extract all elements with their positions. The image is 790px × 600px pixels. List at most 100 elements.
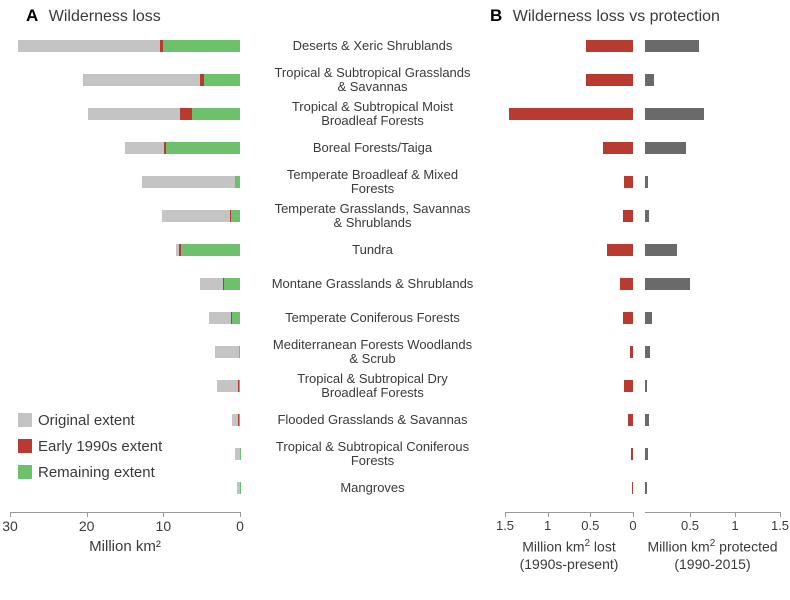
bar-protected	[645, 346, 650, 358]
bar-protected	[645, 74, 654, 86]
xaxis-tick	[735, 512, 736, 517]
xaxis-tick	[10, 512, 11, 517]
legend-swatch	[18, 413, 32, 427]
biome-label: Tropical & Subtropical MoistBroadleaf Fo…	[250, 100, 495, 128]
panel-a-title: A Wilderness loss	[26, 6, 161, 26]
bar-protected	[645, 414, 649, 426]
panel-a-row	[10, 380, 240, 392]
panel-b-left-xaxis-title: Million km2 lost	[497, 538, 641, 555]
xaxis-tick-label: 0.5	[581, 518, 599, 533]
bar-protected	[645, 176, 648, 188]
panel-a-xaxis: Million km² 3020100	[10, 512, 240, 562]
legend-item: Early 1990s extent	[18, 434, 162, 460]
bar-original	[217, 380, 240, 392]
legend-label: Original extent	[38, 412, 135, 429]
biome-label: Montane Grasslands & Shrublands	[250, 277, 495, 291]
bar-remaining	[231, 210, 240, 222]
bar-remaining	[204, 74, 240, 86]
bar-lost	[623, 312, 633, 324]
panel-a-xaxis-title: Million km²	[10, 538, 240, 555]
xaxis-tick	[780, 512, 781, 517]
bar-lost	[624, 380, 633, 392]
xaxis-tick	[633, 512, 634, 517]
biome-label: Temperate Grasslands, Savannas& Shrublan…	[250, 202, 495, 230]
panel-a-row	[10, 108, 240, 120]
legend-item: Original extent	[18, 408, 162, 434]
axis-line	[10, 512, 240, 513]
xaxis-tick	[87, 512, 88, 517]
bar-remaining	[239, 346, 240, 358]
xaxis-tick	[548, 512, 549, 517]
bar-protected	[645, 448, 648, 460]
bar-remaining	[224, 278, 240, 290]
bar-lost	[631, 448, 633, 460]
panel-a-row	[10, 346, 240, 358]
biome-label: Temperate Coniferous Forests	[250, 311, 495, 325]
bar-remaining	[239, 414, 240, 426]
legend-swatch	[18, 439, 32, 453]
bar-lost	[603, 142, 633, 154]
axis-line	[645, 512, 780, 513]
bar-protected	[645, 244, 677, 256]
biome-label: Boreal Forests/Taiga	[250, 141, 495, 155]
xaxis-tick-label: 0	[236, 518, 244, 534]
bar-remaining	[192, 108, 240, 120]
xaxis-tick	[163, 512, 164, 517]
xaxis-tick-label: 1.5	[496, 518, 514, 533]
bar-lost	[632, 482, 633, 494]
biome-label: Mediterranean Forests Woodlands& Scrub	[250, 338, 495, 366]
panel-b-plot	[505, 32, 780, 510]
legend-item: Remaining extent	[18, 460, 162, 486]
panel-a-row	[10, 176, 240, 188]
legend-label: Early 1990s extent	[38, 438, 162, 455]
panel-a-row	[10, 142, 240, 154]
bar-remaining	[181, 244, 240, 256]
xaxis-tick	[590, 512, 591, 517]
bar-lost	[509, 108, 633, 120]
panel-b-letter: B	[490, 6, 502, 25]
bar-lost	[586, 74, 633, 86]
xaxis-tick-label: 0.5	[681, 518, 699, 533]
xaxis-tick-label: 20	[79, 518, 95, 534]
bar-lost	[630, 346, 633, 358]
bar-lost	[586, 40, 633, 52]
bar-original	[215, 346, 240, 358]
biome-label: Deserts & Xeric Shrublands	[250, 39, 495, 53]
xaxis-tick-label: 10	[156, 518, 172, 534]
bar-remaining	[166, 142, 240, 154]
biome-label: Mangroves	[250, 481, 495, 495]
bar-remaining	[239, 380, 240, 392]
biome-label: Flooded Grasslands & Savannas	[250, 413, 495, 427]
panel-a-row	[10, 312, 240, 324]
bar-protected	[645, 210, 649, 222]
bar-protected	[645, 312, 652, 324]
bar-original	[142, 176, 240, 188]
panel-b-right-xaxis-title: Million km2 protected	[637, 538, 788, 555]
bar-lost	[624, 176, 633, 188]
biome-label: Tropical & Subtropical Grasslands& Savan…	[250, 66, 495, 94]
panel-a-legend: Original extent Early 1990s extent Remaini…	[18, 408, 162, 486]
biome-label: Temperate Broadleaf & MixedForests	[250, 168, 495, 196]
bar-remaining	[163, 40, 240, 52]
legend-label: Remaining extent	[38, 464, 155, 481]
panel-a-row	[10, 40, 240, 52]
biome-label: Tropical & Subtropical DryBroadleaf Fore…	[250, 372, 495, 400]
xaxis-tick-label: 0	[629, 518, 636, 533]
bar-lost	[607, 244, 633, 256]
bar-protected	[645, 380, 647, 392]
legend-swatch	[18, 465, 32, 479]
biome-label: Tundra	[250, 243, 495, 257]
panel-a-letter: A	[26, 6, 38, 25]
xaxis-tick-label: 1.5	[771, 518, 789, 533]
panel-a-row	[10, 278, 240, 290]
panel-a-row	[10, 244, 240, 256]
xaxis-tick-label: 30	[2, 518, 18, 534]
panel-b-right-xaxis-sub: (1990-2015)	[645, 556, 780, 572]
bar-protected	[645, 108, 704, 120]
bar-protected	[645, 278, 690, 290]
panel-a-text: Wilderness loss	[49, 8, 161, 25]
biome-labels: Deserts & Xeric Shrublands Tropical & Sub…	[250, 32, 495, 510]
bar-protected	[645, 40, 699, 52]
axis-line	[505, 512, 633, 513]
bar-original	[162, 210, 240, 222]
